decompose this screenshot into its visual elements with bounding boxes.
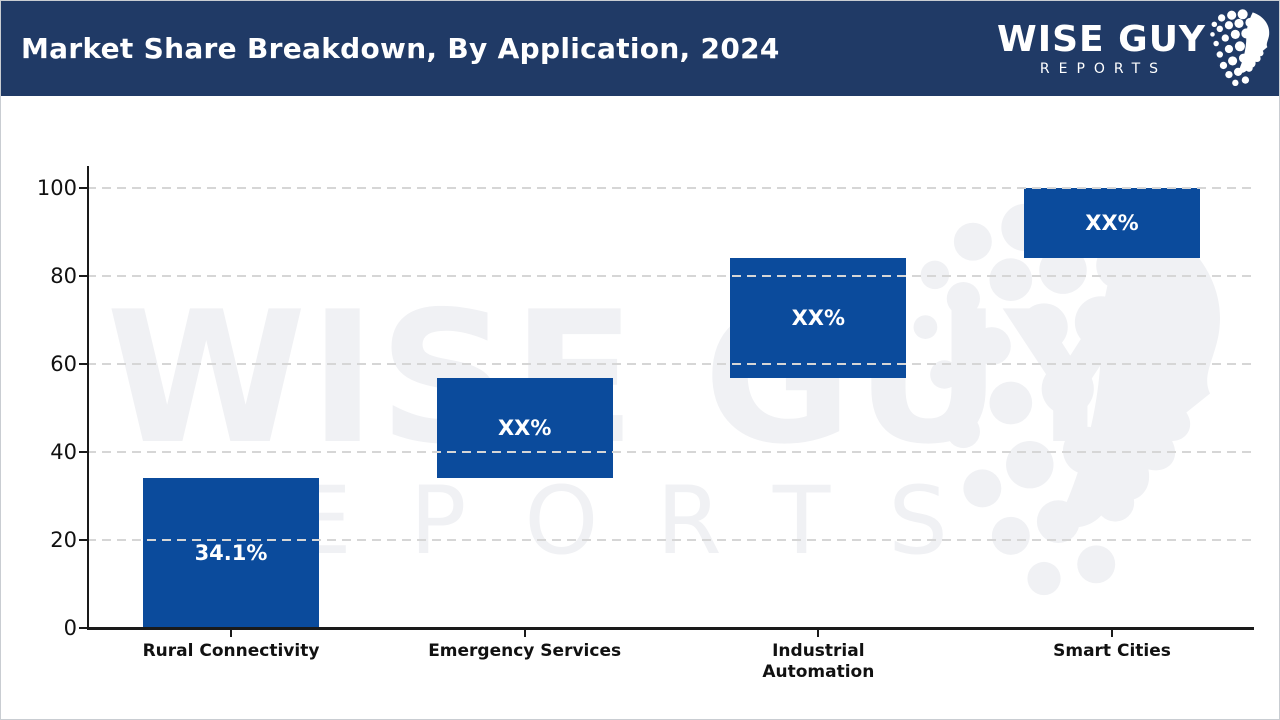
y-axis-line: [87, 166, 89, 630]
grid-line-40: [87, 451, 1254, 453]
x-category-label-emergency-services: Emergency Services: [428, 641, 622, 661]
bar-emergency-services: XX%: [436, 378, 613, 478]
chart-title: Market Share Breakdown, By Application, …: [21, 32, 780, 65]
y-tick-label-60: 60: [50, 352, 77, 376]
bar-value-label: 34.1%: [194, 540, 268, 565]
x-category-label-rural-connectivity: Rural Connectivity: [142, 641, 320, 661]
logo-text: WISE GUY REPORTS: [996, 18, 1206, 77]
y-tick-label-20: 20: [50, 528, 77, 552]
y-tick-100: [79, 187, 87, 189]
logo-wordmark: WISE GUY: [996, 18, 1206, 60]
grid-line-60: [87, 363, 1254, 365]
x-tick-2: [523, 629, 526, 637]
header-bar: Market Share Breakdown, By Application, …: [1, 1, 1279, 96]
bar-smart-cities: XX%: [1024, 188, 1200, 258]
y-tick-0: [79, 627, 87, 629]
x-category-label-industrial-automation: Industrial Automation: [762, 641, 875, 682]
x-axis-line: [87, 627, 1254, 630]
grid-line-100: [87, 187, 1254, 189]
y-tick-label-100: 100: [36, 176, 77, 200]
bar-value-label: XX%: [1085, 210, 1139, 235]
bar-industrial-automation: XX%: [730, 257, 907, 379]
x-category-label-smart-cities: Smart Cities: [1053, 641, 1171, 661]
grid-line-80: [87, 275, 1254, 277]
y-tick-label-40: 40: [50, 440, 77, 464]
logo-subtitle: REPORTS: [1039, 60, 1168, 77]
bar-value-label: XX%: [791, 306, 846, 330]
x-tick-4: [1111, 629, 1113, 637]
y-tick-label-80: 80: [50, 264, 77, 288]
grid-line-20: [87, 539, 1254, 541]
bar-value-label: XX%: [497, 416, 552, 441]
y-tick-60: [79, 363, 87, 365]
y-tick-label-0: 0: [63, 616, 77, 640]
y-tick-20: [79, 539, 87, 541]
y-tick-80: [79, 275, 87, 277]
x-tick-1: [230, 629, 232, 637]
y-tick-40: [79, 451, 87, 453]
wise-guy-logo: WISE GUY REPORTS: [997, 5, 1271, 93]
logo-head-icon: [1210, 9, 1270, 87]
bar-rural-connectivity: 34.1%: [143, 477, 319, 628]
x-tick-3: [817, 629, 820, 637]
